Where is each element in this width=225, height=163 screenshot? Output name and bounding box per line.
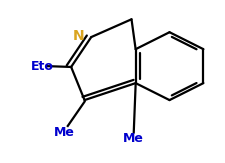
Text: Eto: Eto: [31, 60, 54, 73]
Text: N: N: [73, 29, 85, 43]
Text: Me: Me: [123, 132, 144, 145]
Text: Me: Me: [54, 126, 75, 139]
